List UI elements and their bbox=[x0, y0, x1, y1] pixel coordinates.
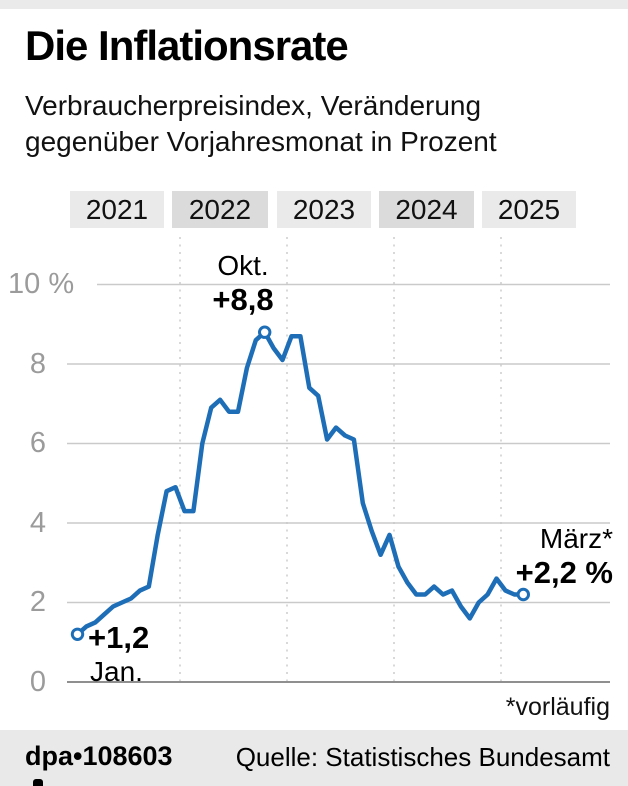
inflation-data-line bbox=[75, 329, 526, 637]
year-band-2021: 2021 bbox=[70, 191, 164, 228]
data-point-marker bbox=[70, 627, 85, 641]
year-band-2024: 2024 bbox=[379, 191, 474, 228]
subtitle-line-1: Verbraucherpreisindex, Veränderung bbox=[25, 90, 482, 121]
subtitle-line-2: gegenüber Vorjahresmonat in Prozent bbox=[25, 126, 497, 157]
chart-subtitle: Verbraucherpreisindex, Veränderung gegen… bbox=[25, 88, 497, 160]
y-axis-label-4: 4 bbox=[29, 507, 46, 539]
callout-peak: Okt. +8,8 bbox=[178, 250, 308, 318]
callout-start-month: Jan. bbox=[90, 656, 143, 687]
callout-peak-month: Okt. bbox=[217, 250, 269, 281]
year-band-2023: 2023 bbox=[277, 191, 371, 228]
data-point-marker bbox=[516, 587, 530, 602]
callout-end: März* +2,2 % bbox=[516, 523, 613, 591]
source-text: Quelle: Statistisches Bundesamt bbox=[235, 742, 610, 772]
y-axis-label-8: 8 bbox=[29, 348, 46, 380]
y-axis-label-6: 6 bbox=[29, 427, 46, 459]
footnote-preliminary: *vorläufig bbox=[505, 693, 610, 721]
callout-start: +1,2 Jan. bbox=[88, 620, 149, 688]
callout-peak-value: +8,8 bbox=[212, 282, 274, 317]
page-title: Die Inflationsrate bbox=[25, 22, 349, 69]
callout-end-value: +2,2 % bbox=[515, 555, 613, 590]
cutoff-text-fragment bbox=[33, 779, 43, 786]
callout-start-value: +1,2 bbox=[88, 620, 150, 655]
callout-end-month: März* bbox=[539, 523, 613, 554]
footer-bar: dpa•108603 Quelle: Statistisches Bundesa… bbox=[0, 730, 628, 786]
year-band-2025: 2025 bbox=[482, 191, 576, 228]
year-band-2022: 2022 bbox=[172, 191, 268, 228]
data-point-marker bbox=[258, 325, 272, 339]
y-axis-label-2: 2 bbox=[29, 586, 46, 618]
y-axis-label-0: 0 bbox=[29, 666, 46, 698]
top-divider-strip bbox=[0, 0, 628, 9]
dpa-credit: dpa•108603 bbox=[25, 741, 173, 771]
y-axis-label-10: 10 % bbox=[8, 268, 75, 300]
